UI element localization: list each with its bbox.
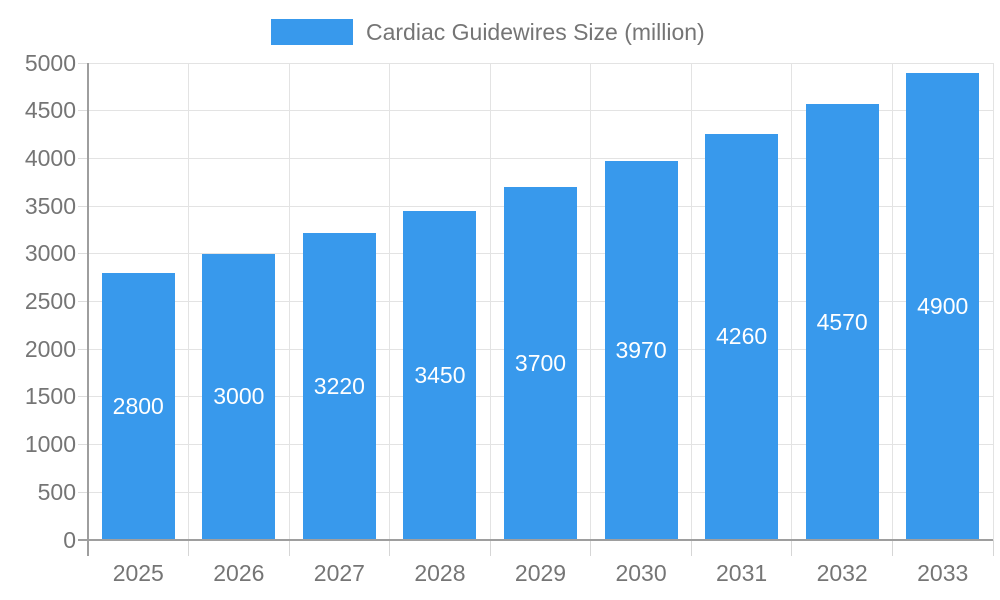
bar-value-label: 2800 (112, 392, 164, 419)
y-tick (78, 348, 88, 350)
y-tick (78, 396, 88, 398)
y-axis-label: 3500 (24, 192, 76, 219)
y-tick (78, 491, 88, 493)
bar-value-label: 4570 (816, 308, 868, 335)
bar[interactable] (705, 133, 779, 540)
x-gridline (489, 63, 491, 540)
x-tick (389, 540, 391, 556)
x-axis-baseline (78, 539, 993, 541)
y-axis-label: 4000 (24, 144, 76, 171)
x-tick (188, 540, 190, 556)
y-gridline (88, 157, 993, 159)
x-axis-label: 2027 (313, 560, 365, 586)
y-gridline (88, 62, 993, 64)
x-gridline (992, 63, 994, 540)
x-gridline (188, 63, 190, 540)
bar-value-label: 3000 (213, 383, 265, 410)
bar[interactable] (403, 210, 477, 540)
bar[interactable] (604, 161, 678, 540)
legend-swatch (271, 19, 353, 45)
x-axis-label: 2026 (213, 560, 265, 586)
x-gridline (590, 63, 592, 540)
x-axis-label: 2031 (716, 560, 768, 586)
bar-value-label: 3970 (615, 337, 667, 364)
x-gridline (891, 63, 893, 540)
bar-value-label: 3220 (313, 372, 365, 399)
y-tick (78, 62, 88, 64)
y-axis-label: 3000 (24, 240, 76, 267)
x-tick (791, 540, 793, 556)
y-gridline (88, 110, 993, 112)
x-gridline (791, 63, 793, 540)
x-axis-label: 2025 (112, 560, 164, 586)
x-tick (288, 540, 290, 556)
bar[interactable] (101, 272, 175, 540)
bar-value-label: 4260 (716, 323, 768, 350)
x-tick (992, 540, 994, 556)
x-gridline (690, 63, 692, 540)
x-gridline (288, 63, 290, 540)
y-axis-label: 4500 (24, 97, 76, 124)
legend-label: Cardiac Guidewires Size (million) (366, 18, 705, 45)
x-tick (690, 540, 692, 556)
y-axis-label: 500 (37, 478, 76, 505)
y-axis-line (87, 63, 89, 556)
x-tick (891, 540, 893, 556)
x-axis-label: 2029 (514, 560, 567, 586)
x-axis-label: 2028 (414, 560, 466, 586)
x-axis-label: 2030 (615, 560, 667, 586)
y-tick (78, 205, 88, 207)
y-axis-label: 5000 (24, 49, 76, 76)
bar[interactable] (302, 232, 376, 540)
x-axis-label: 2032 (816, 560, 868, 586)
x-axis-label: 2033 (917, 560, 969, 586)
bar[interactable] (906, 72, 980, 540)
y-axis-label: 2000 (24, 335, 76, 362)
x-tick (590, 540, 592, 556)
y-axis-label: 1500 (24, 383, 76, 410)
x-tick (489, 540, 491, 556)
bar-value-label: 3700 (514, 350, 567, 376)
y-axis-label: 0 (63, 526, 76, 553)
legend[interactable]: Cardiac Guidewires Size (million) (271, 19, 705, 45)
bar[interactable] (504, 187, 577, 540)
y-tick (78, 301, 88, 302)
y-axis-label: 1000 (24, 431, 76, 458)
y-tick (78, 253, 88, 255)
bar[interactable] (805, 104, 879, 540)
y-tick (78, 157, 88, 159)
y-axis-label: 2500 (24, 288, 76, 314)
y-tick (78, 444, 88, 446)
bar[interactable] (202, 253, 276, 540)
bar-value-label: 3450 (414, 361, 466, 388)
x-gridline (389, 63, 391, 540)
y-tick (78, 110, 88, 112)
bar-value-label: 4900 (917, 292, 969, 319)
